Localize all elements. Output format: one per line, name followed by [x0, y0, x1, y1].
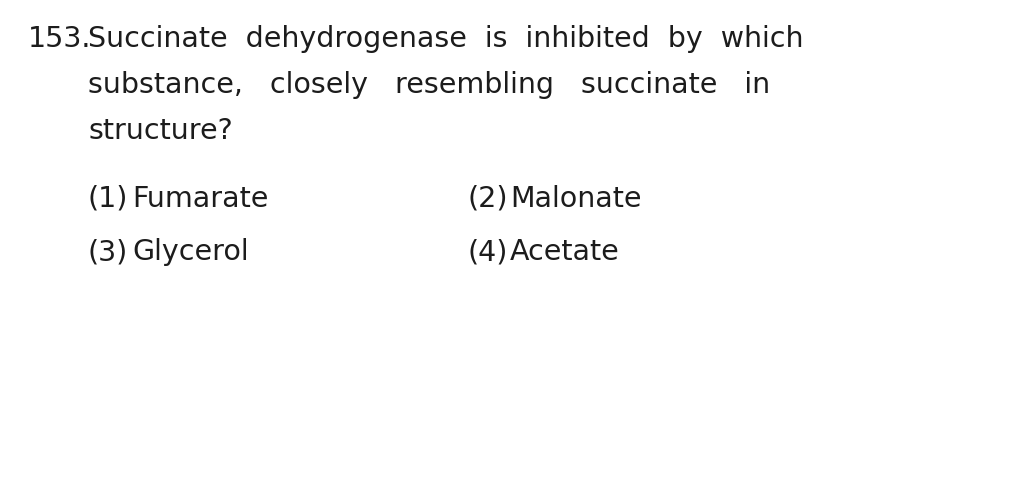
Text: (3): (3)	[88, 238, 128, 265]
Text: substance,   closely   resembling   succinate   in: substance, closely resembling succinate …	[88, 71, 770, 99]
Text: Succinate  dehydrogenase  is  inhibited  by  which: Succinate dehydrogenase is inhibited by …	[88, 25, 804, 53]
Text: (4): (4)	[468, 238, 508, 265]
Text: (2): (2)	[468, 184, 509, 213]
Text: Acetate: Acetate	[510, 238, 620, 265]
Text: Glycerol: Glycerol	[132, 238, 249, 265]
Text: 153.: 153.	[28, 25, 91, 53]
Text: (1): (1)	[88, 184, 128, 213]
Text: structure?: structure?	[88, 117, 232, 145]
Text: Malonate: Malonate	[510, 184, 641, 213]
Text: Fumarate: Fumarate	[132, 184, 268, 213]
